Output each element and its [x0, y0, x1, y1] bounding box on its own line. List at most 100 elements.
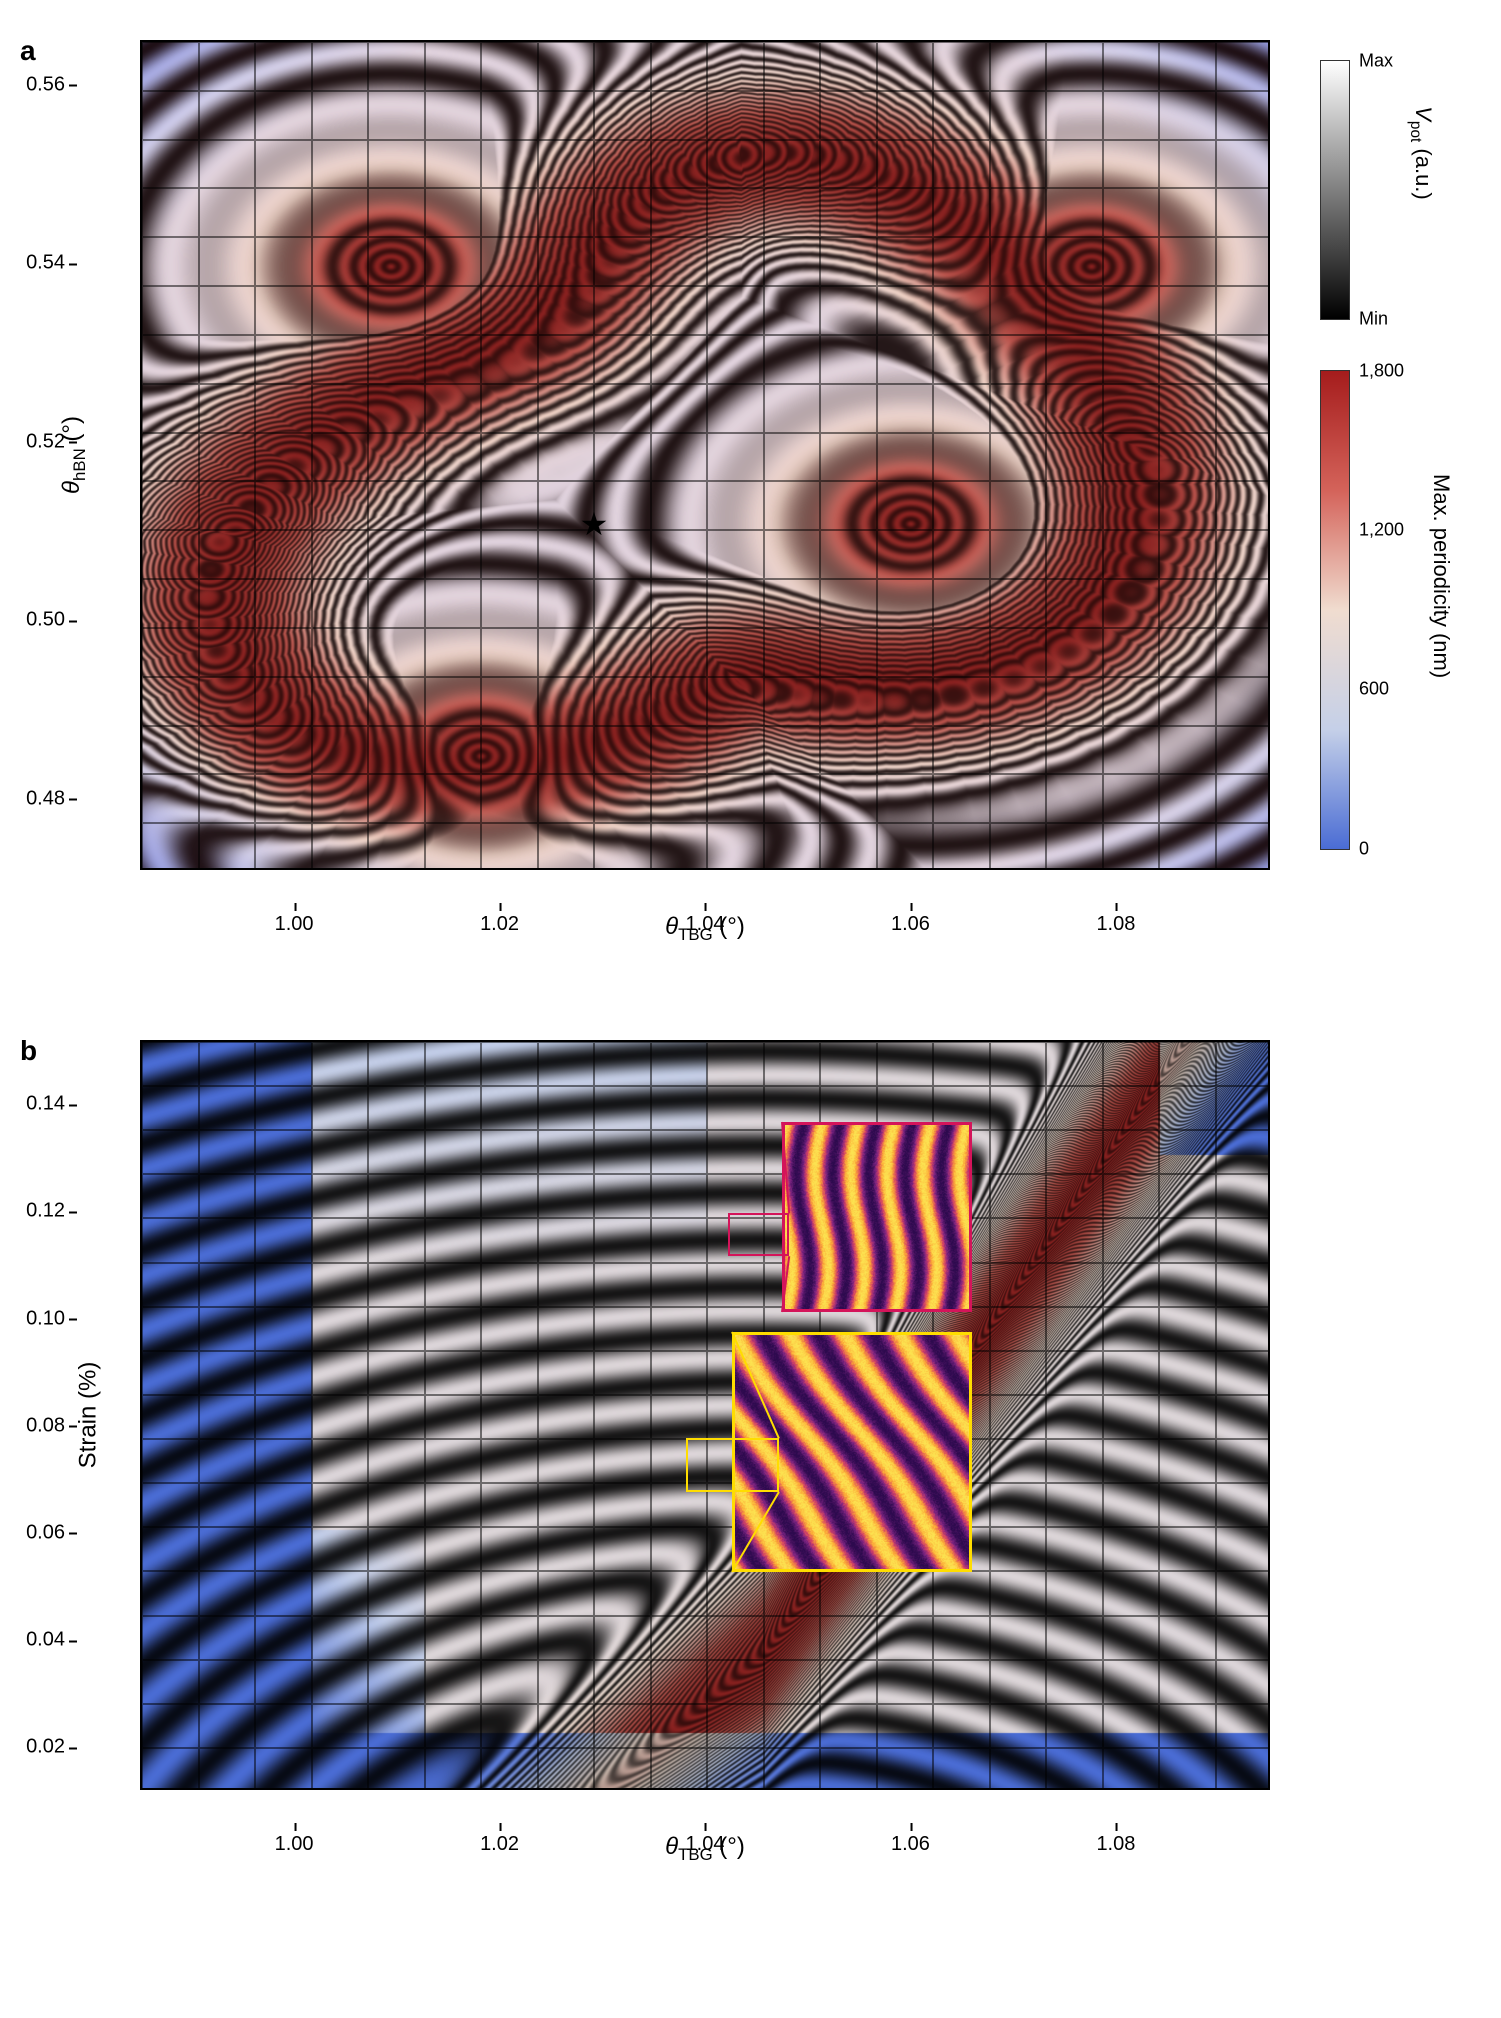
grid-cell [1216, 1218, 1271, 1262]
grid-cell [538, 1130, 595, 1174]
grid-cell [707, 481, 764, 530]
grid-cell [651, 481, 708, 530]
grid-cell [764, 140, 821, 189]
grid-cell [1159, 1704, 1216, 1748]
grid-cell [764, 774, 821, 823]
grid-cell [368, 1748, 425, 1790]
panel-b-label: b [20, 1035, 37, 1067]
grid-cell [933, 1616, 990, 1660]
grid-cell [1103, 1483, 1160, 1527]
grid-cell [425, 1704, 482, 1748]
grid-cell [368, 42, 425, 91]
grid-cell [651, 42, 708, 91]
grid-cell [594, 1660, 651, 1704]
grid-cell [1103, 1439, 1160, 1483]
grid-cell [933, 237, 990, 286]
grid-cell [1159, 140, 1216, 189]
grid-cell [764, 286, 821, 335]
grid-cell [990, 628, 1047, 677]
grid-cell [990, 677, 1047, 726]
grid-cell [425, 1527, 482, 1571]
inset-red [782, 1122, 972, 1312]
grid-cell [651, 823, 708, 870]
grid-cell [368, 823, 425, 870]
grid-cell [1159, 1351, 1216, 1395]
grid-cell [820, 335, 877, 384]
grid-cell [594, 335, 651, 384]
grid-cell [707, 579, 764, 628]
grid-cell [933, 1042, 990, 1086]
grid-cell [312, 1130, 369, 1174]
grid-cell [538, 1086, 595, 1130]
grid-cell [142, 188, 199, 237]
grid-cell [707, 530, 764, 579]
grid-cell [764, 726, 821, 775]
grid-cell [368, 579, 425, 628]
grid-cell [425, 1174, 482, 1218]
grid-cell [312, 823, 369, 870]
grid-cell [990, 1086, 1047, 1130]
grid-cell [820, 677, 877, 726]
grid-cell [1103, 726, 1160, 775]
grid-cell [481, 1483, 538, 1527]
grid-cell [538, 1307, 595, 1351]
grid-cell [199, 1086, 256, 1130]
grid-cell [933, 628, 990, 677]
grid-cell [1216, 1748, 1271, 1790]
grid-cell [368, 1086, 425, 1130]
grid-cell [990, 1042, 1047, 1086]
grid-cell [538, 1660, 595, 1704]
y-tick: 0.10 [26, 1307, 65, 1330]
grid-cell [651, 1660, 708, 1704]
grid-cell [1046, 91, 1103, 140]
grid-cell [877, 335, 934, 384]
grid-cell [1103, 1704, 1160, 1748]
grid-cell [820, 188, 877, 237]
grid-cell [425, 1660, 482, 1704]
grid-cell [538, 1174, 595, 1218]
grid-cell [312, 1616, 369, 1660]
grid-cell [142, 1439, 199, 1483]
grid-cell [368, 1704, 425, 1748]
grid-cell [425, 1571, 482, 1615]
grid-cell [990, 1660, 1047, 1704]
grid-cell [990, 1174, 1047, 1218]
grid-cell [820, 42, 877, 91]
grid-cell [142, 1174, 199, 1218]
grid-cell [707, 335, 764, 384]
grid-cell [199, 140, 256, 189]
grid-cell [1159, 628, 1216, 677]
grid-cell [538, 1263, 595, 1307]
grid-cell [764, 677, 821, 726]
grid-cell [368, 188, 425, 237]
grid-cell [312, 1527, 369, 1571]
grid-cell [1216, 726, 1271, 775]
grid-cell [877, 1704, 934, 1748]
grid-cell [481, 91, 538, 140]
grid-cell [933, 433, 990, 482]
grid-cell [538, 1527, 595, 1571]
grid-cell [481, 1660, 538, 1704]
grid-cell [877, 481, 934, 530]
panel-a-x-label: θTBG (°) [140, 913, 1270, 945]
grid-cell [1159, 1483, 1216, 1527]
grid-cell [933, 42, 990, 91]
grid-cell [199, 1483, 256, 1527]
grid-cell [481, 286, 538, 335]
grid-cell [538, 433, 595, 482]
grid-cell [255, 1395, 312, 1439]
grid-cell [651, 188, 708, 237]
grid-cell [538, 1218, 595, 1262]
grid-cell [425, 1263, 482, 1307]
grid-cell [199, 823, 256, 870]
grid-cell [820, 726, 877, 775]
grid-cell [538, 188, 595, 237]
grid-cell [651, 579, 708, 628]
grid-cell [538, 335, 595, 384]
grid-cell [764, 384, 821, 433]
grid-cell [481, 335, 538, 384]
grid-cell [1103, 286, 1160, 335]
grid-cell [1159, 91, 1216, 140]
grid-cell [425, 91, 482, 140]
grid-cell [707, 726, 764, 775]
